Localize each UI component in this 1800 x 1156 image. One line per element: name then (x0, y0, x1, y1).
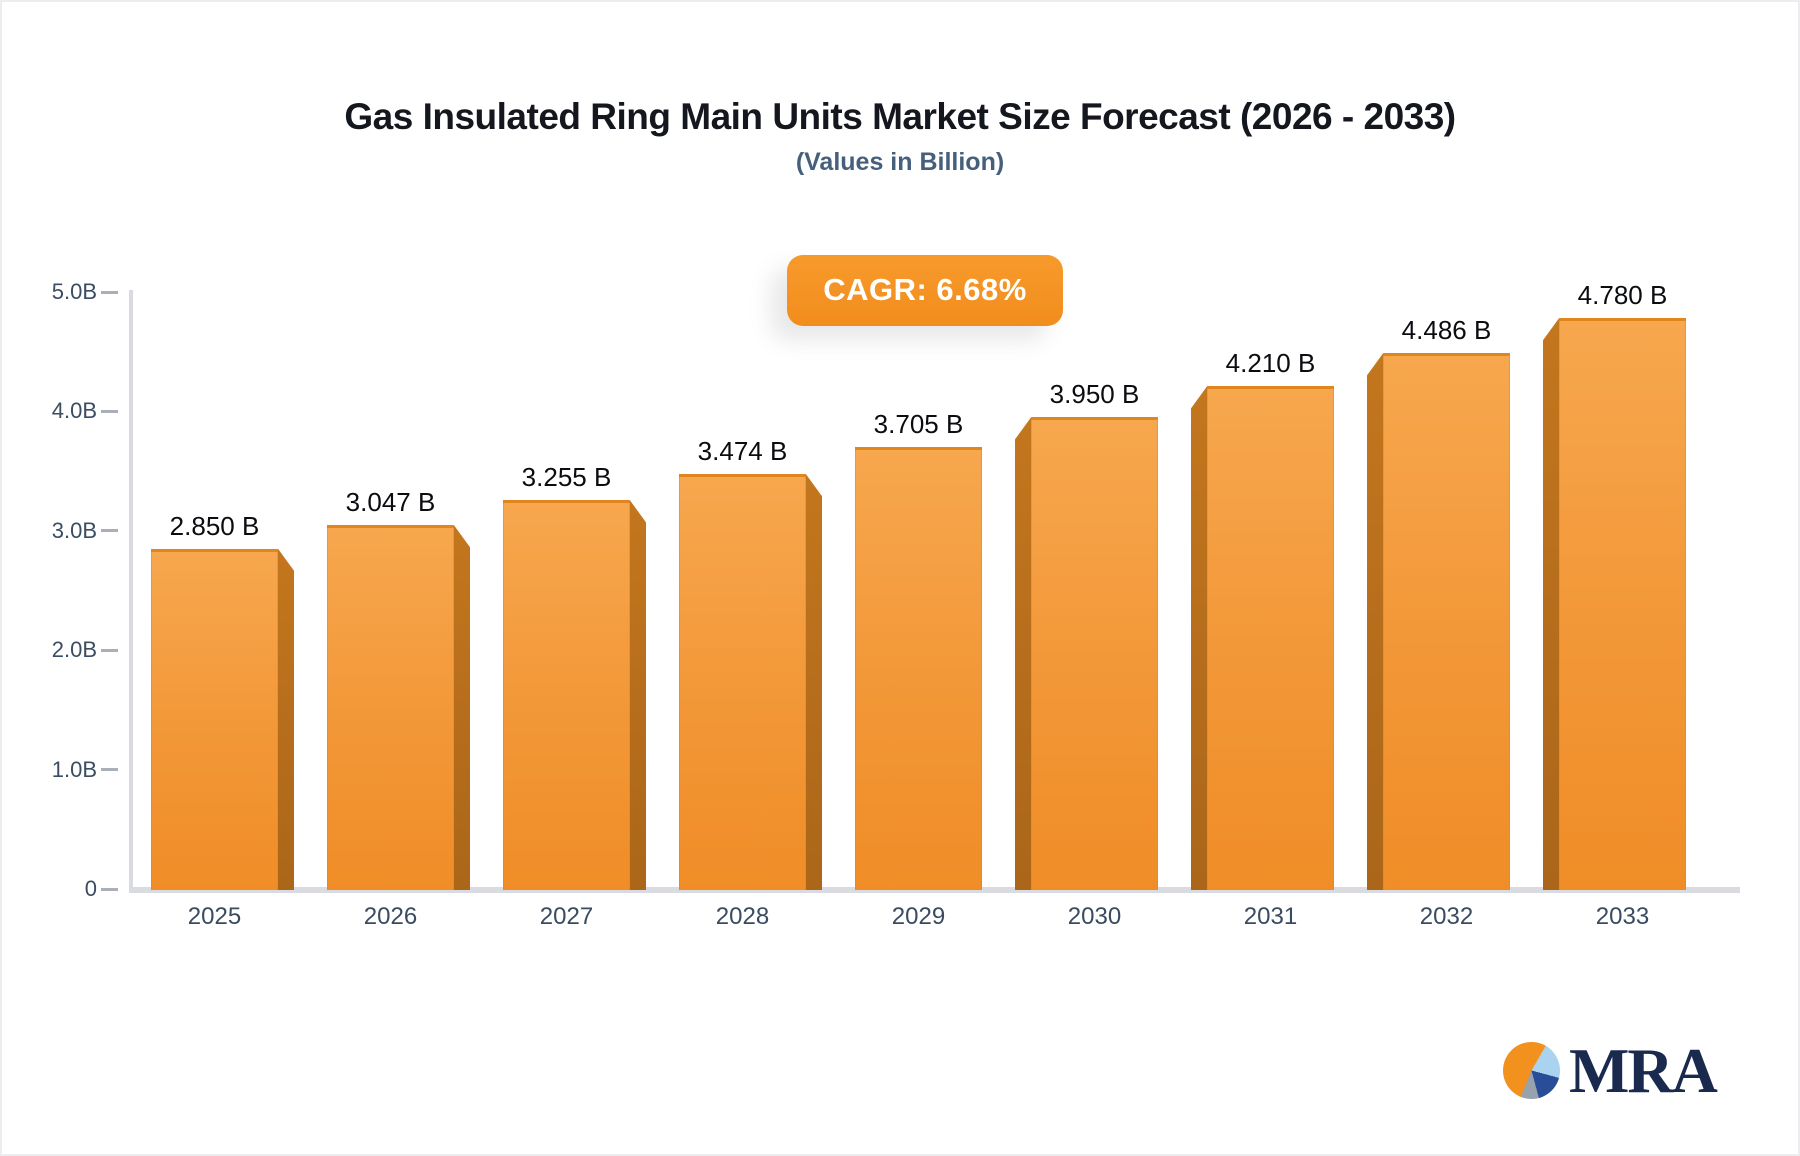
bar-value-label: 4.780 B (1577, 280, 1668, 311)
bar-value-label: 4.210 B (1225, 348, 1316, 379)
bar-3d-side-2032 (1367, 353, 1383, 890)
cagr-badge-label: CAGR: 6.68% (823, 272, 1027, 307)
x-axis-label-2033: 2033 (1595, 903, 1650, 930)
pie-chart-logo-icon (1503, 1042, 1560, 1099)
y-tick-dash (101, 409, 118, 413)
x-axis-label-2029: 2029 (891, 903, 946, 930)
y-tick-label: 2.0B (51, 637, 97, 663)
y-tick-label: 1.0B (51, 756, 97, 782)
y-tick-dash (101, 290, 118, 294)
bar-2032 (1383, 353, 1510, 890)
x-axis-line (129, 887, 1740, 893)
bar-2025 (151, 548, 278, 890)
y-tick-label: 5.0B (51, 279, 97, 304)
x-axis-label-2026: 2026 (363, 903, 418, 930)
x-axis-label-2028: 2028 (715, 903, 770, 930)
bar-3d-side-2030 (1015, 417, 1031, 890)
y-tick-dash (101, 529, 118, 533)
chart-subtitle: (Values in Billion) (795, 148, 1005, 176)
y-tick-dash (101, 887, 118, 891)
bar-3d-side-2025 (278, 548, 294, 890)
bar-3d-side-2026 (454, 525, 470, 890)
bar-3d-side-2027 (630, 500, 646, 890)
bar-2029 (855, 446, 982, 890)
bar-value-label: 2.850 B (169, 510, 260, 541)
bar-2033 (1559, 318, 1686, 890)
bar-value-label: 3.474 B (697, 436, 788, 467)
bar-2027 (503, 500, 630, 890)
logo-text: MRA (1569, 1035, 1718, 1106)
bar-value-label: 3.047 B (345, 487, 436, 518)
bar-2031 (1207, 386, 1334, 890)
y-tick-label: 0 (84, 876, 97, 901)
bar-3d-side-2028 (806, 474, 822, 890)
bar-2028 (679, 474, 806, 890)
cagr-badge: CAGR: 6.68% (787, 255, 1063, 326)
bar-value-label: 4.486 B (1401, 315, 1492, 346)
x-axis-label-2032: 2032 (1419, 903, 1474, 930)
chart-title: Gas Insulated Ring Main Units Market Siz… (344, 96, 1456, 137)
bar-3d-side-2033 (1543, 318, 1559, 890)
bar-value-label: 3.950 B (1049, 379, 1140, 410)
x-axis-label-2025: 2025 (187, 903, 242, 930)
y-axis-line (129, 290, 133, 891)
x-axis-label-2030: 2030 (1067, 903, 1122, 930)
bar-value-label: 3.705 B (873, 408, 964, 439)
x-axis-label-2031: 2031 (1243, 903, 1298, 930)
y-tick-label: 3.0B (51, 517, 97, 543)
bar-2030 (1031, 417, 1158, 890)
bar-2026 (327, 525, 454, 890)
bar-3d-side-2031 (1191, 386, 1207, 890)
y-tick-label: 4.0B (51, 398, 97, 424)
y-tick-dash (101, 768, 118, 772)
y-tick-dash (101, 648, 118, 652)
x-axis-label-2027: 2027 (539, 903, 594, 930)
bar-value-label: 3.255 B (521, 462, 612, 493)
